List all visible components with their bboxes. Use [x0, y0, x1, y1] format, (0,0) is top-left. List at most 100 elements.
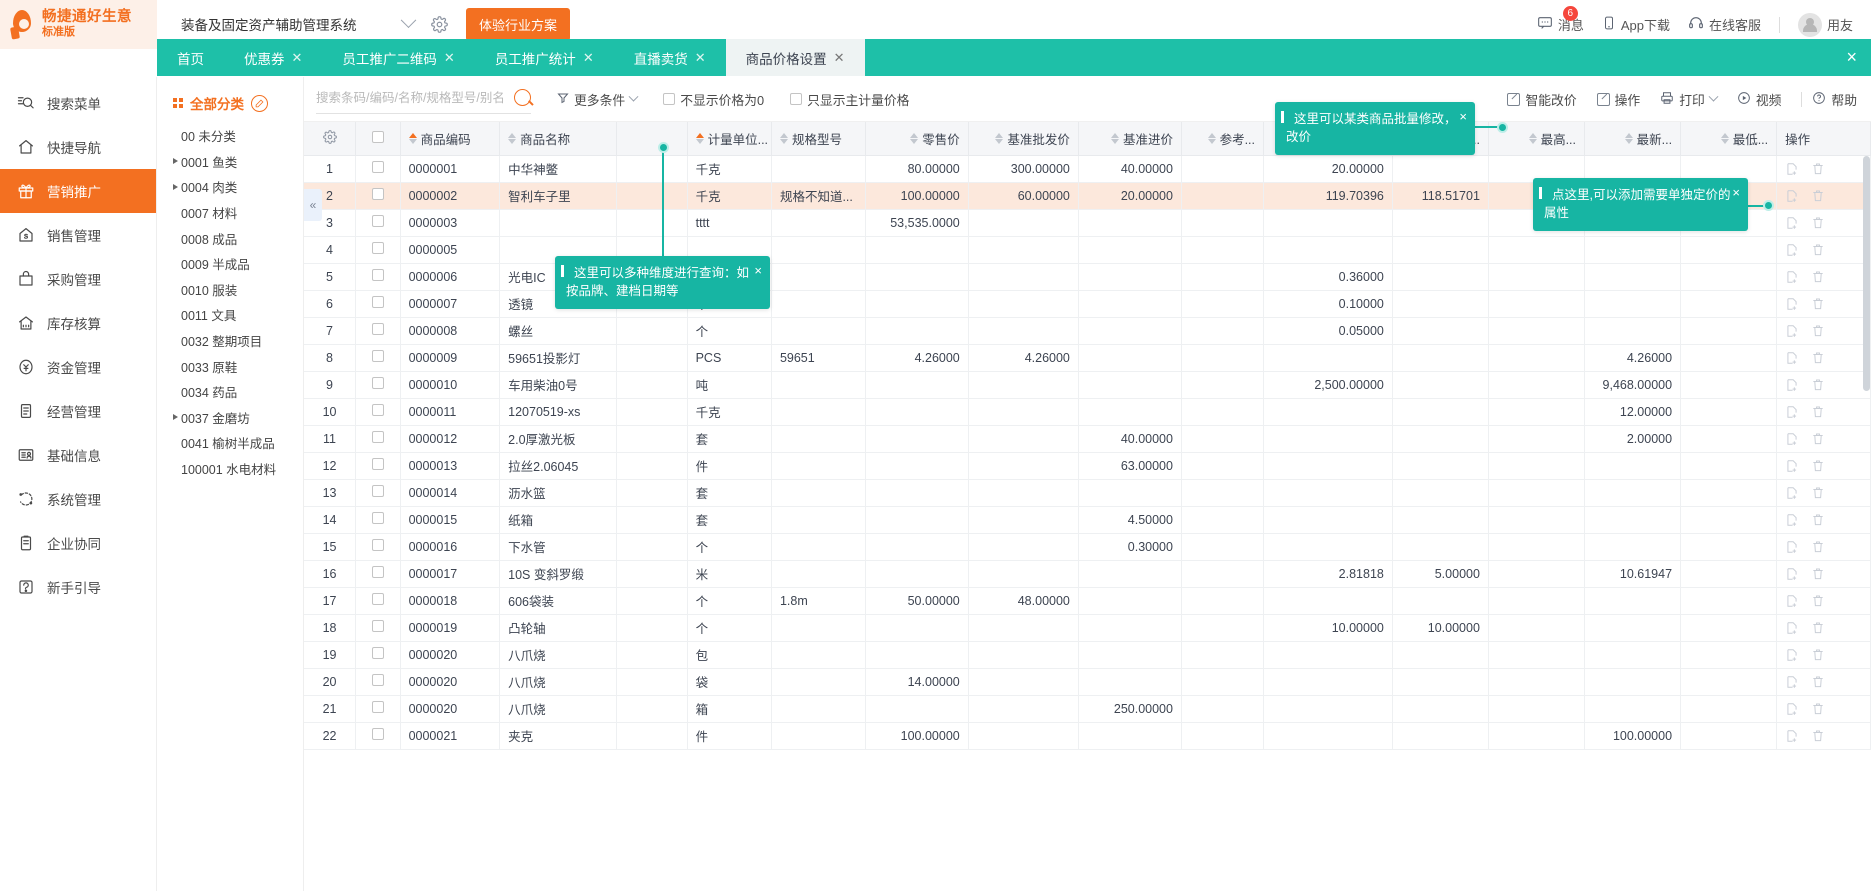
copy-add-icon[interactable] [1785, 567, 1799, 581]
row-checkbox[interactable] [371, 269, 384, 281]
copy-add-icon[interactable] [1785, 351, 1799, 365]
category-item-5[interactable]: 0009 半成品 [157, 251, 303, 277]
sidebar-item-6[interactable]: 资金管理 [0, 345, 156, 389]
select-all-checkbox[interactable] [371, 130, 384, 143]
category-item-0[interactable]: 00 未分类 [157, 123, 303, 149]
row-checkbox[interactable] [371, 161, 384, 173]
delete-icon[interactable] [1811, 567, 1825, 581]
delete-icon[interactable] [1811, 378, 1825, 392]
delete-icon[interactable] [1811, 243, 1825, 257]
edit-pencil-icon[interactable] [251, 94, 268, 112]
copy-add-icon[interactable] [1785, 162, 1799, 176]
cell-ops[interactable] [1776, 344, 1871, 372]
cell-ops[interactable] [1776, 425, 1871, 453]
table-row[interactable]: 22 0000021 夹克 件 100.00000 100.00000 [304, 722, 1871, 750]
delete-icon[interactable] [1811, 162, 1825, 176]
copy-add-icon[interactable] [1785, 324, 1799, 338]
row-checkbox[interactable] [371, 620, 384, 632]
table-row[interactable]: 18 0000019 凸轮轴 个 10.00000 10.00000 [304, 614, 1871, 642]
row-checkbox[interactable] [371, 215, 384, 227]
sidebar-item-9[interactable]: 系统管理 [0, 477, 156, 521]
column-settings-icon[interactable] [322, 129, 337, 147]
sidebar-item-0[interactable]: 搜索菜单 [0, 81, 156, 125]
delete-icon[interactable] [1811, 729, 1825, 743]
table-row[interactable]: 12 0000013 拉丝2.06045 件 63.00000 [304, 452, 1871, 480]
row-checkbox[interactable] [371, 431, 384, 443]
table-header-retail[interactable]: 零售价 [865, 122, 969, 156]
cell-check[interactable] [355, 155, 401, 183]
main-unit-only-checkbox[interactable]: 只显示主计量价格 [790, 90, 909, 109]
sort-icon[interactable] [508, 132, 517, 144]
copy-add-icon[interactable] [1785, 540, 1799, 554]
cell-ops[interactable] [1776, 695, 1871, 723]
cell-check[interactable] [355, 344, 401, 372]
table-row[interactable]: 21 0000020 八爪烧 箱 250.00000 [304, 695, 1871, 723]
row-checkbox[interactable] [371, 458, 384, 470]
category-item-11[interactable]: 0037 金磨坊 [157, 405, 303, 431]
close-icon[interactable]: ✕ [582, 49, 594, 65]
copy-add-icon[interactable] [1785, 297, 1799, 311]
trial-industry-plan-button[interactable]: 体验行业方案 [466, 8, 571, 41]
cell-check[interactable] [355, 587, 401, 615]
delete-icon[interactable] [1811, 351, 1825, 365]
table-row[interactable]: 4 0000005 [304, 236, 1871, 264]
row-checkbox[interactable] [371, 242, 384, 254]
cell-check[interactable] [355, 425, 401, 453]
close-all-tabs-button[interactable]: × [1846, 47, 1857, 67]
row-checkbox[interactable] [371, 323, 384, 335]
row-checkbox[interactable] [371, 188, 384, 200]
header-app-download-button[interactable]: App下载 [1602, 15, 1670, 34]
table-row[interactable]: 60000007透镜个0.10000 [304, 290, 1871, 318]
category-item-7[interactable]: 0011 文具 [157, 302, 303, 328]
copy-add-icon[interactable] [1785, 594, 1799, 608]
cell-check[interactable] [355, 452, 401, 480]
vertical-scrollbar[interactable] [1863, 156, 1870, 891]
search-box[interactable] [316, 84, 531, 114]
header-message-button[interactable]: 消息 6 [1537, 6, 1584, 34]
delete-icon[interactable] [1811, 459, 1825, 473]
cell-ops[interactable] [1776, 452, 1871, 480]
table-row[interactable]: 50000006光电IC片0.36000 [304, 263, 1871, 291]
row-checkbox[interactable] [371, 566, 384, 578]
row-checkbox[interactable] [371, 593, 384, 605]
cell-check[interactable] [355, 533, 401, 561]
sort-icon[interactable] [779, 132, 788, 144]
cell-check[interactable] [355, 506, 401, 534]
expand-triangle-icon[interactable] [169, 414, 181, 421]
delete-icon[interactable] [1811, 648, 1825, 662]
cell-check[interactable] [355, 317, 401, 345]
close-icon[interactable]: × [1732, 185, 1740, 200]
copy-add-icon[interactable] [1785, 513, 1799, 527]
row-checkbox[interactable] [371, 377, 384, 389]
row-checkbox[interactable] [371, 647, 384, 659]
table-header-code[interactable]: 商品编码 [400, 122, 501, 156]
cell-ops[interactable] [1776, 263, 1871, 291]
delete-icon[interactable] [1811, 486, 1825, 500]
sidebar-item-4[interactable]: 采购管理 [0, 257, 156, 301]
cell-ops[interactable] [1776, 479, 1871, 507]
sort-icon[interactable] [1528, 132, 1537, 144]
table-row[interactable]: 11 0000012 2.0厚激光板 套 40.00000 2.00000 [304, 425, 1871, 453]
smart-price-button[interactable]: 智能改价 [1507, 90, 1577, 109]
cell-ops[interactable] [1776, 209, 1871, 237]
sort-icon[interactable] [995, 132, 1004, 144]
cell-ops[interactable] [1776, 641, 1871, 669]
sidebar-item-3[interactable]: S 销售管理 [0, 213, 156, 257]
row-checkbox[interactable] [371, 296, 384, 308]
category-item-8[interactable]: 0032 整期项目 [157, 328, 303, 354]
cell-ops[interactable] [1776, 155, 1871, 183]
category-item-1[interactable]: 0001 鱼类 [157, 149, 303, 175]
sidebar-item-7[interactable]: 经营管理 [0, 389, 156, 433]
scrollbar-thumb[interactable] [1863, 156, 1870, 391]
sort-icon[interactable] [1207, 132, 1216, 144]
cell-check[interactable] [355, 560, 401, 588]
copy-add-icon[interactable] [1785, 189, 1799, 203]
cell-check[interactable] [355, 290, 401, 318]
operation-button[interactable]: 操作 [1596, 90, 1640, 109]
tab-1[interactable]: 优惠券 ✕ [224, 39, 322, 76]
close-icon[interactable]: ✕ [443, 49, 455, 65]
close-icon[interactable]: × [754, 263, 762, 278]
category-item-6[interactable]: 0010 服装 [157, 277, 303, 303]
tab-2[interactable]: 员工推广二维码 ✕ [322, 39, 474, 76]
copy-add-icon[interactable] [1785, 621, 1799, 635]
